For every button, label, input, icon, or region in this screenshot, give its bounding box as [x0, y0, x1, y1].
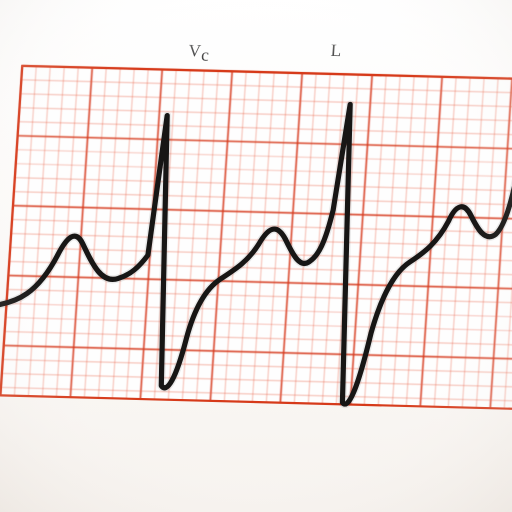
ecg-figure: VcL — [0, 0, 512, 512]
vignette — [0, 0, 512, 512]
